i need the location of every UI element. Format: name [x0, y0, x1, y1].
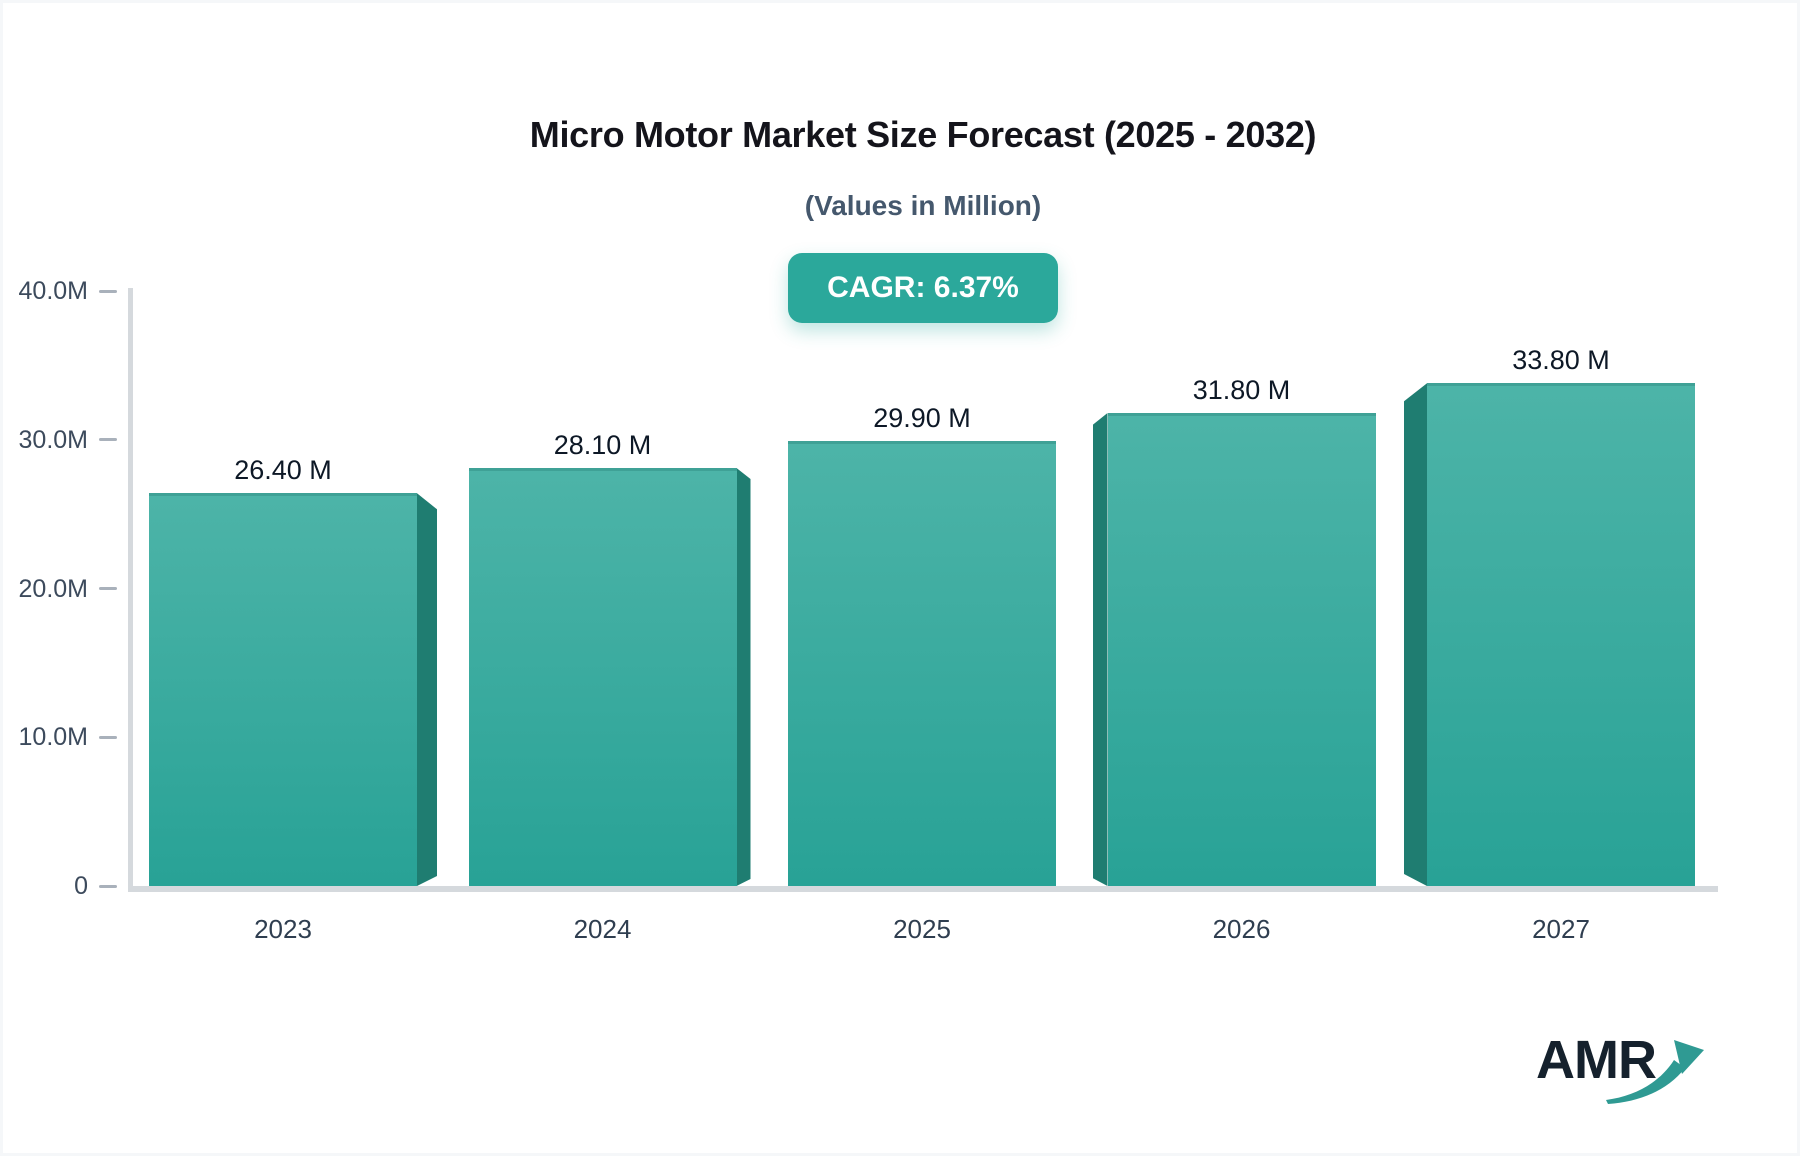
- bar-side-face: [417, 493, 437, 886]
- y-axis-tick: [99, 884, 117, 888]
- bar-side-face: [1404, 383, 1427, 886]
- y-axis-tick: [99, 735, 117, 739]
- y-axis-tick-label: 10.0M: [18, 723, 88, 752]
- bar-2026: [1107, 412, 1376, 886]
- y-axis-tick: [99, 289, 117, 293]
- bar-2025: [788, 441, 1056, 886]
- x-axis-label-2027: 2027: [1532, 914, 1590, 944]
- bar-value-label: 28.10 M: [553, 430, 652, 460]
- bar-value-label: 29.90 M: [873, 403, 971, 434]
- x-axis-label-2026: 2026: [1212, 914, 1271, 944]
- x-axis-label-2024: 2024: [573, 914, 632, 944]
- x-axis-line: [128, 886, 1718, 892]
- amr-logo-text: AMR: [1536, 1030, 1657, 1090]
- bar-2023: [149, 493, 417, 886]
- bar-side-face: [737, 468, 751, 886]
- y-axis-tick-label: 20.0M: [18, 574, 88, 603]
- bar-value-label: 33.80 M: [1512, 345, 1610, 376]
- y-axis-tick-label: 40.0M: [18, 277, 88, 305]
- bar-2024: [468, 468, 737, 886]
- cagr-badge: CAGR: 6.37%: [788, 253, 1058, 323]
- bar-value-label: 31.80 M: [1192, 374, 1291, 405]
- y-axis-tick: [99, 587, 117, 590]
- x-axis-label-2025: 2025: [893, 914, 951, 944]
- y-axis-tick-label: 30.0M: [18, 425, 88, 454]
- y-axis-tick-label: 0: [74, 872, 88, 900]
- growth-arrow-icon: [1606, 1040, 1704, 1104]
- y-axis-line: [128, 288, 133, 892]
- chart-subtitle: (Values in Million): [804, 190, 1042, 221]
- chart-title: Micro Motor Market Size Forecast (2025 -…: [529, 114, 1317, 155]
- bar-side-face: [1093, 413, 1108, 886]
- amr-logo: AMR: [1536, 1030, 1716, 1110]
- bar-2027: [1427, 383, 1695, 886]
- bar-value-label: 26.40 M: [234, 455, 332, 486]
- y-axis-tick: [99, 438, 117, 442]
- x-axis-label-2023: 2023: [254, 914, 312, 944]
